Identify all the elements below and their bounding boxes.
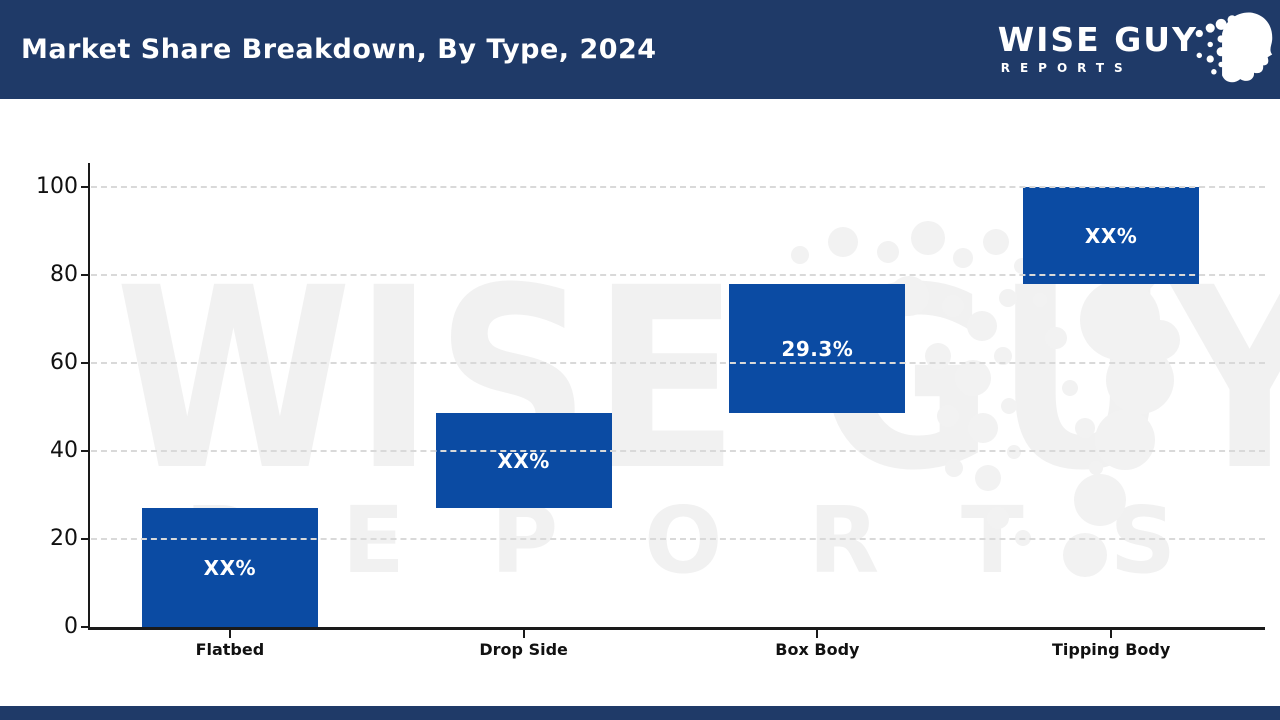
y-tick-label: 60 (50, 350, 78, 375)
watermark-dot (945, 459, 963, 477)
bar-value-label: XX% (1084, 223, 1138, 248)
header-bar: Market Share Breakdown, By Type, 2024 WI… (0, 0, 1280, 99)
watermark-dot (877, 241, 899, 263)
watermark-subtitle: REPORTS (185, 487, 1263, 594)
watermark-dot (987, 507, 1009, 529)
watermark-dot (1074, 474, 1126, 526)
watermark-dot (968, 413, 998, 443)
watermark-dot (953, 248, 973, 268)
x-axis-label: Drop Side (479, 640, 568, 659)
footer-bar (0, 706, 1280, 720)
watermark-dot (1045, 327, 1067, 349)
watermark-wordmark: WISE GUY (115, 234, 1280, 525)
watermark-dot (1001, 398, 1017, 414)
wiseguy-logo: WISE GUY REPORTS (998, 4, 1274, 94)
y-tick-label: 100 (36, 174, 78, 199)
bar: XX% (141, 508, 318, 627)
x-tick-mark (522, 630, 525, 638)
watermark-dot (1140, 320, 1180, 360)
watermark-dot (975, 465, 1001, 491)
y-axis-line (88, 163, 90, 629)
watermark-dot (1033, 293, 1047, 307)
gridline (91, 274, 1265, 276)
watermark-dot (999, 289, 1017, 307)
watermark-dot (828, 227, 858, 257)
watermark-dot (1062, 380, 1078, 396)
gridline (91, 450, 1265, 452)
watermark-dot (791, 246, 809, 264)
bar-value-label: XX% (203, 555, 257, 580)
watermark-dot (942, 295, 964, 317)
x-axis-line (88, 627, 1265, 630)
x-tick-mark (1110, 630, 1113, 638)
watermark-dot (937, 405, 959, 427)
bar: XX% (1023, 187, 1200, 285)
logo-text: WISE GUY REPORTS (998, 23, 1198, 75)
x-axis-label: Tipping Body (1051, 640, 1171, 659)
y-tick-mark (81, 450, 90, 452)
watermark-dot (925, 343, 951, 369)
watermark-dot (955, 360, 991, 396)
x-tick-mark (816, 630, 819, 638)
watermark-dot (1063, 533, 1107, 577)
x-axis-label: Box Body (775, 640, 860, 659)
y-tick-label: 40 (50, 438, 78, 463)
bar-value-label: 29.3% (781, 336, 854, 361)
watermark-dot (967, 311, 997, 341)
x-axis-label: Flatbed (195, 640, 265, 659)
y-tick-mark (81, 626, 90, 628)
watermark-dot (994, 347, 1012, 365)
gridline (91, 538, 1265, 540)
logo-subtitle: REPORTS (1000, 61, 1133, 75)
y-tick-mark (81, 186, 90, 188)
x-tick-mark (228, 630, 231, 638)
watermark-dot (1075, 418, 1095, 438)
logo-face-icon (1195, 12, 1273, 83)
watermark-dot (1095, 410, 1155, 470)
bar-value-label: XX% (497, 448, 550, 473)
watermark-dot (983, 229, 1009, 255)
y-tick-label: 80 (50, 262, 78, 287)
y-tick-mark (81, 538, 90, 540)
watermark-dot (911, 221, 945, 255)
gridline (91, 186, 1265, 188)
chart-title: Market Share Breakdown, By Type, 2024 (21, 34, 657, 65)
y-tick-label: 0 (64, 614, 78, 639)
y-tick-label: 20 (50, 526, 78, 551)
y-tick-mark (81, 362, 90, 364)
gridline (91, 362, 1265, 364)
watermark-dot (1089, 461, 1103, 475)
bar: 29.3% (729, 284, 906, 414)
logo-wordmark: WISE GUY (997, 20, 1198, 59)
bar: XX% (435, 413, 612, 509)
y-tick-mark (81, 274, 90, 276)
plot-area: WISE GUY REPORTS (0, 99, 1280, 706)
watermark-dot (1007, 445, 1021, 459)
